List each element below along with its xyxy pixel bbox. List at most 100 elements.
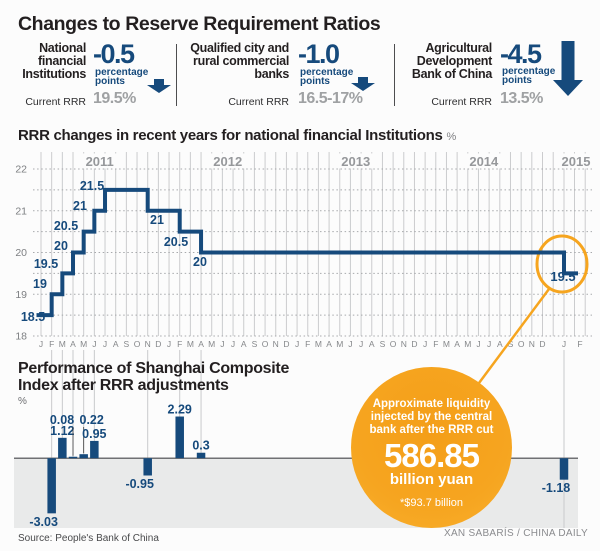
step-value-label: 19 <box>33 277 47 291</box>
bar <box>90 440 99 459</box>
month-tick-label: J <box>231 339 235 349</box>
month-tick-label: D <box>539 339 545 349</box>
box-agri-bank-current-label: Current RRR <box>431 96 492 108</box>
line-chart-title: RRR changes in recent years for national… <box>18 127 457 144</box>
month-tick-label: A <box>113 339 119 349</box>
month-tick-label: J <box>423 339 427 349</box>
box-city-banks-unit: percentage points <box>300 67 354 87</box>
bar <box>143 458 152 476</box>
year-label: 2011 <box>86 154 114 169</box>
summary-boxes: National financial Institutions -0.5 per… <box>0 0 600 110</box>
box-agri-bank-unit: percentage points <box>502 66 556 86</box>
bar-chart-title: Performance of Shanghai Composite Index … <box>18 360 290 394</box>
bar <box>196 452 206 459</box>
month-tick-label: A <box>497 339 503 349</box>
step-value-label: 20 <box>193 255 207 269</box>
month-tick-label: M <box>443 339 450 349</box>
bar-value-label: -1.18 <box>542 481 571 495</box>
bar <box>559 458 569 480</box>
callout-value: 586.85 <box>384 437 480 474</box>
y-tick-label: 22 <box>15 164 27 176</box>
rrr-step-line <box>36 187 578 318</box>
month-tick-label: F <box>177 339 182 349</box>
month-tick-label: J <box>295 339 299 349</box>
box-national-current-value: 19.5% <box>93 90 136 107</box>
step-value-label: 20.5 <box>164 235 188 249</box>
year-label-plate <box>466 153 501 169</box>
y-tick-label: 19 <box>15 289 27 301</box>
step-value-label: 21.5 <box>80 179 104 193</box>
year-label-plate <box>210 153 245 169</box>
month-tick-label: M <box>336 339 343 349</box>
bar-chart-unit: % <box>18 396 27 407</box>
step-value-label: 18.5 <box>21 310 45 324</box>
month-tick-label: S <box>508 339 514 349</box>
month-tick-label: A <box>454 339 460 349</box>
month-tick-label: F <box>305 339 310 349</box>
box-agri-bank-name: Agricultural Development Bank of China <box>411 41 492 81</box>
bar <box>47 458 56 514</box>
month-tick-label: M <box>80 339 87 349</box>
year-label-plate <box>338 153 373 169</box>
month-tick-label: M <box>315 339 322 349</box>
large-down-arrow-icon <box>553 41 583 96</box>
box-national-name: National financial Institutions <box>22 41 86 81</box>
month-tick-label: O <box>518 339 525 349</box>
box-agri-bank-change: -4.5 <box>500 39 542 69</box>
step-value-label: 21 <box>73 199 87 213</box>
box-agri-bank-current-value: 13.5% <box>500 90 543 107</box>
month-tick-label: N <box>145 339 151 349</box>
month-tick-label: J <box>476 339 480 349</box>
callout-text: bank after the RRR cut <box>369 424 494 436</box>
year-label: 2013 <box>341 154 370 169</box>
bar-value-label: -0.95 <box>125 477 154 491</box>
month-tick-label: S <box>380 339 386 349</box>
month-tick-label: A <box>241 339 247 349</box>
box-national-unit: percentage points <box>95 67 149 87</box>
callout-value-unit: billion yuan <box>389 471 474 488</box>
step-value-label: 19.5 <box>34 257 58 271</box>
bar <box>79 454 88 459</box>
month-tick-label: J <box>487 339 491 349</box>
year-label: 2014 <box>469 154 499 169</box>
month-tick-label: D <box>155 339 161 349</box>
year-label-plate <box>559 153 593 169</box>
bar-value-label: -3.03 <box>29 515 58 529</box>
source-note: Source: People's Bank of China <box>18 533 159 544</box>
year-label-plate <box>82 153 117 169</box>
month-tick-label: A <box>369 339 375 349</box>
month-tick-label: J <box>103 339 107 349</box>
box-national-current-label: Current RRR <box>25 96 86 108</box>
y-tick-label: 18 <box>15 331 27 343</box>
bar <box>175 416 184 459</box>
bar-value-label: 0.3 <box>192 439 209 453</box>
box-city-banks-name: Qualified city and rural commercial bank… <box>190 41 289 81</box>
line-chart-unit: % <box>446 131 457 143</box>
callout-connector <box>477 288 551 384</box>
page-title: Changes to Reserve Requirement Ratios <box>18 13 381 35</box>
bar-value-label: 0.08 <box>50 413 74 427</box>
box-city-banks-current-value: 16.5-17% <box>298 90 363 107</box>
callout-note: *$93.7 billion <box>400 497 463 509</box>
liquidity-callout-bubble: Approximate liquidity injected by the ce… <box>351 367 512 528</box>
bar-value-label: 2.29 <box>168 403 192 417</box>
bar <box>58 437 67 459</box>
step-value-label: 20.5 <box>54 219 78 233</box>
month-tick-label: M <box>464 339 471 349</box>
highlight-ellipse <box>535 234 589 294</box>
month-tick-label: A <box>198 339 204 349</box>
step-value-label: 21 <box>150 213 164 227</box>
month-tick-label: M <box>208 339 215 349</box>
bar-value-label: 0.22 <box>80 413 104 427</box>
month-tick-label: J <box>359 339 363 349</box>
step-value-label: 20 <box>54 239 68 253</box>
month-tick-label: F <box>433 339 438 349</box>
month-tick-label: O <box>262 339 269 349</box>
down-arrow-icon <box>147 79 171 93</box>
month-tick-label: J <box>92 339 96 349</box>
down-arrow-icon <box>351 77 375 91</box>
bar-value-label: 1.12 <box>50 424 74 438</box>
year-label: 2012 <box>213 154 242 169</box>
box-national-change: -0.5 <box>93 39 135 69</box>
month-tick-label: D <box>411 339 417 349</box>
